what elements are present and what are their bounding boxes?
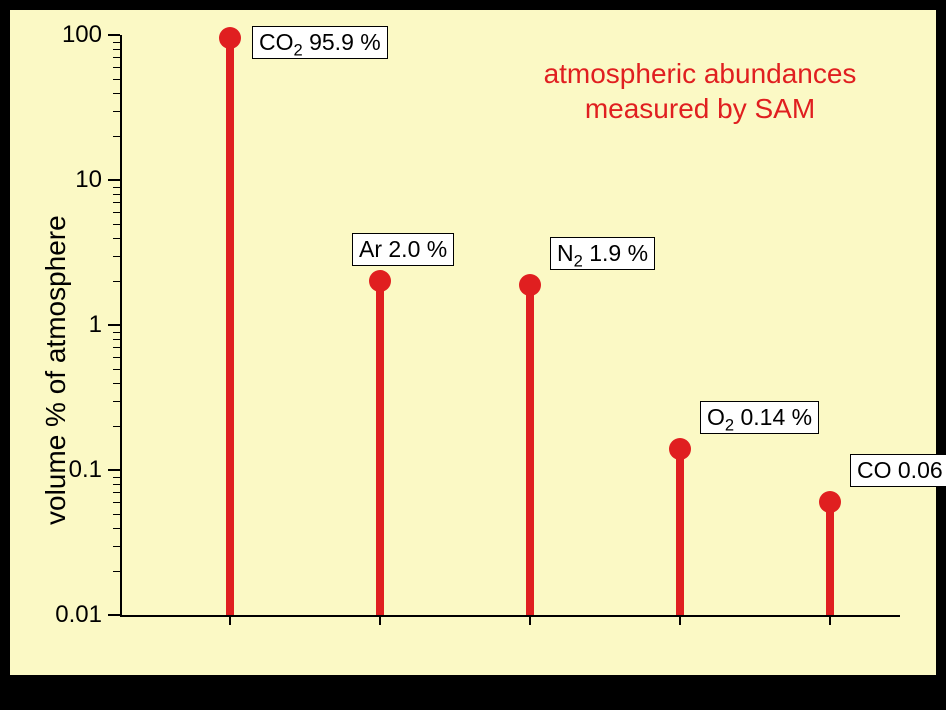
label-Ar: Ar 2.0 %: [352, 233, 454, 266]
y-minor-tick: [113, 401, 120, 402]
y-tick-label: 1: [89, 311, 102, 339]
y-minor-tick: [113, 281, 120, 282]
y-minor-tick: [113, 42, 120, 43]
y-tick: [108, 469, 120, 471]
y-minor-tick: [113, 79, 120, 80]
x-tick: [529, 615, 531, 625]
y-minor-tick: [113, 256, 120, 257]
y-minor-tick: [113, 67, 120, 68]
y-minor-tick: [113, 49, 120, 50]
dot-CO2: [219, 27, 241, 49]
y-minor-tick: [113, 347, 120, 348]
stem-N2: [526, 285, 534, 615]
y-axis-line: [120, 35, 122, 615]
dot-N2: [519, 274, 541, 296]
y-minor-tick: [113, 383, 120, 384]
stem-Ar: [376, 281, 384, 615]
y-minor-tick: [113, 484, 120, 485]
y-tick-label: 0.1: [69, 456, 102, 484]
y-tick-label: 100: [62, 21, 102, 49]
y-minor-tick: [113, 339, 120, 340]
chart-title: atmospheric abundances measured by SAM: [544, 56, 857, 126]
y-tick: [108, 614, 120, 616]
dot-O2: [669, 438, 691, 460]
y-tick-label: 0.01: [55, 601, 102, 629]
x-tick: [829, 615, 831, 625]
stem-CO2: [226, 38, 234, 615]
chart-title-line1: atmospheric abundances: [544, 56, 857, 91]
y-minor-tick: [113, 492, 120, 493]
y-minor-tick: [113, 212, 120, 213]
label-N2: N2 1.9 %: [550, 237, 655, 270]
label-CO: CO 0.06 %: [850, 454, 946, 487]
y-minor-tick: [113, 187, 120, 188]
label-O2: O2 0.14 %: [700, 401, 819, 434]
y-minor-tick: [113, 546, 120, 547]
y-minor-tick: [113, 202, 120, 203]
y-tick: [108, 179, 120, 181]
x-axis-line: [120, 615, 900, 617]
y-minor-tick: [113, 426, 120, 427]
y-minor-tick: [113, 477, 120, 478]
stem-O2: [676, 449, 684, 615]
y-minor-tick: [113, 57, 120, 58]
y-minor-tick: [113, 238, 120, 239]
x-tick: [679, 615, 681, 625]
label-CO2: CO2 95.9 %: [252, 26, 388, 59]
y-tick: [108, 34, 120, 36]
y-tick-label: 10: [75, 166, 102, 194]
y-minor-tick: [113, 528, 120, 529]
y-minor-tick: [113, 136, 120, 137]
y-axis-title: volume % of atmosphere: [40, 215, 72, 525]
y-tick: [108, 324, 120, 326]
y-minor-tick: [113, 332, 120, 333]
y-minor-tick: [113, 194, 120, 195]
y-minor-tick: [113, 357, 120, 358]
chart-title-line2: measured by SAM: [544, 91, 857, 126]
y-minor-tick: [113, 93, 120, 94]
x-tick: [379, 615, 381, 625]
y-minor-tick: [113, 111, 120, 112]
y-minor-tick: [113, 571, 120, 572]
y-minor-tick: [113, 369, 120, 370]
x-tick: [229, 615, 231, 625]
y-minor-tick: [113, 514, 120, 515]
dot-CO: [819, 491, 841, 513]
stem-CO: [826, 502, 834, 615]
y-minor-tick: [113, 502, 120, 503]
y-minor-tick: [113, 224, 120, 225]
